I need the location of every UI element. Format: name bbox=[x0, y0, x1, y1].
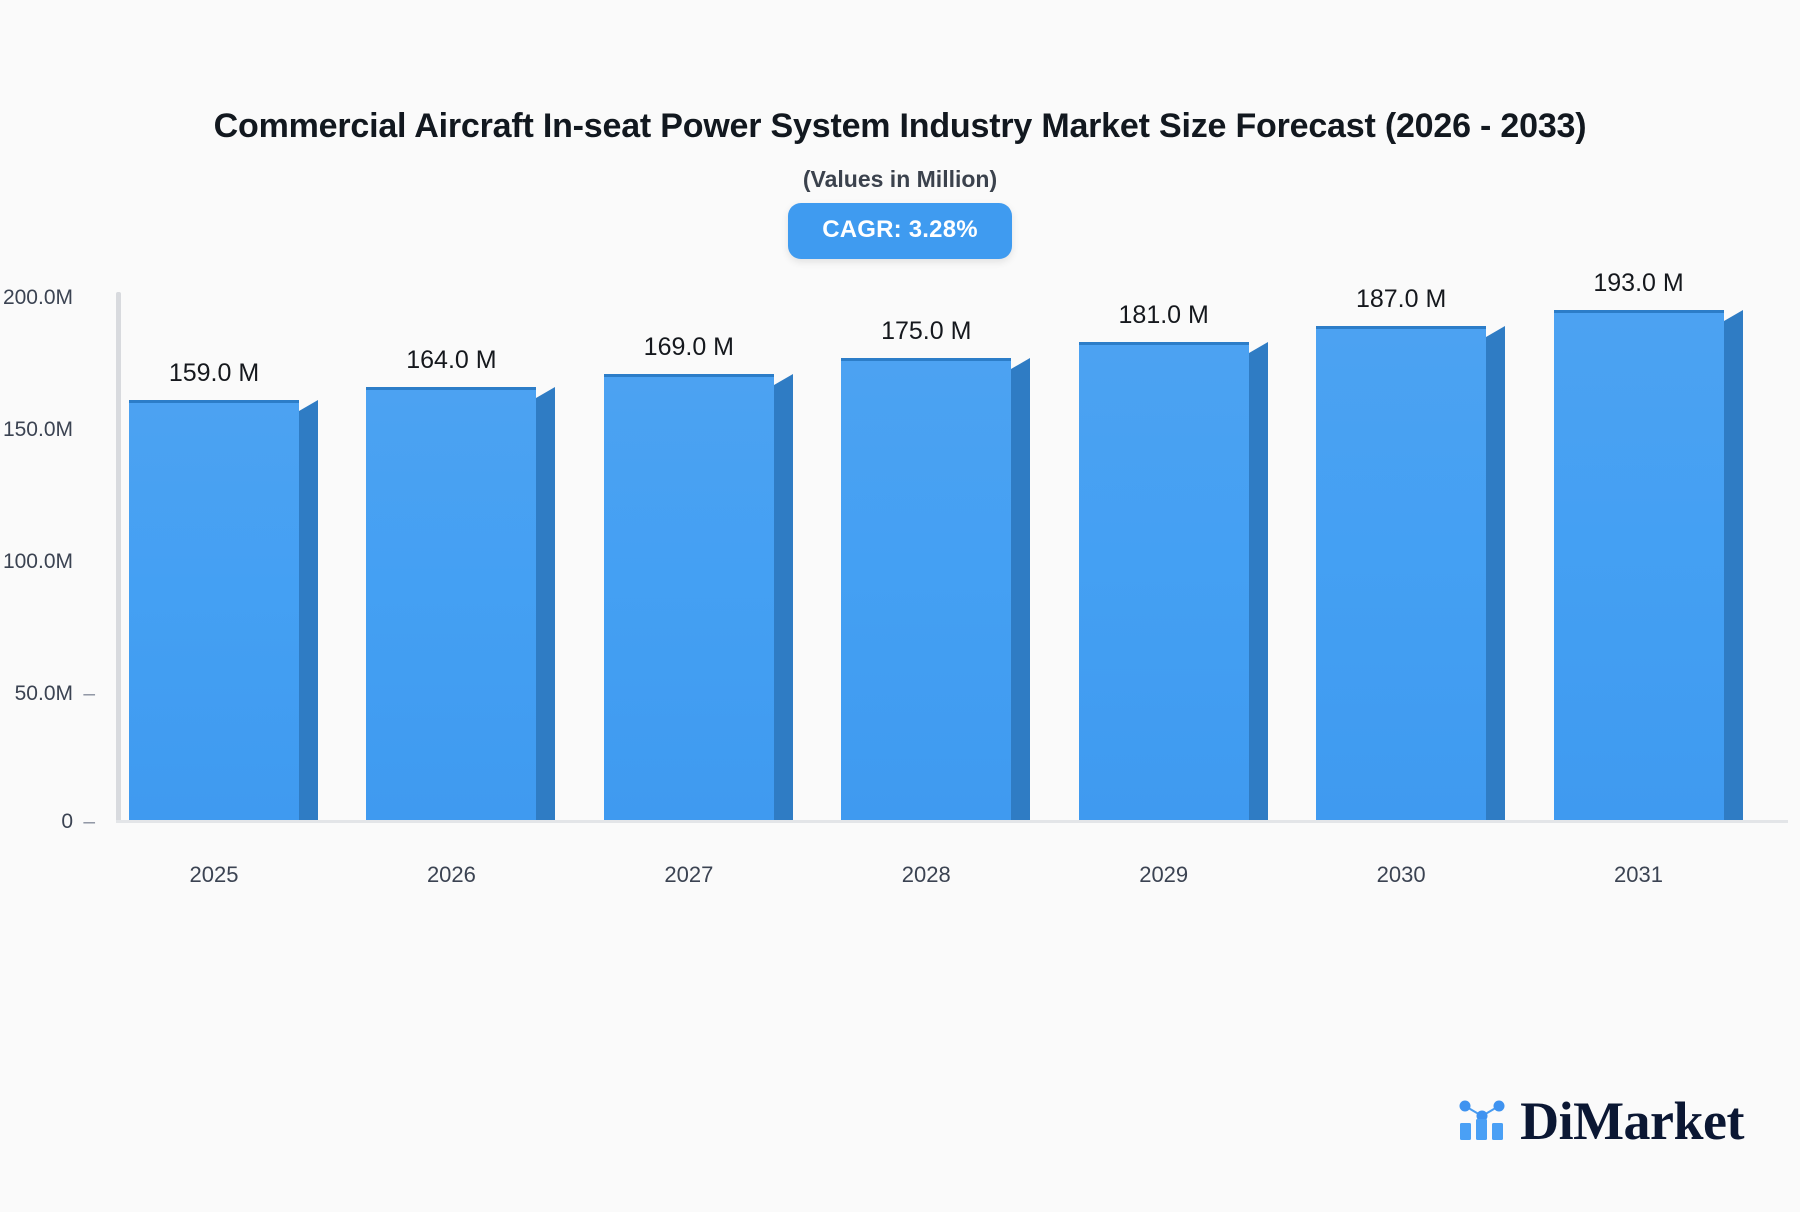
x-axis-line bbox=[116, 820, 1788, 823]
bar-side-3d bbox=[299, 400, 318, 820]
y-axis-tick-50: 50.0M – bbox=[14, 682, 95, 705]
bar-item[interactable]: 159.0 M bbox=[129, 359, 318, 820]
bar-value-label: 159.0 M bbox=[168, 359, 260, 387]
bar-value-label: 193.0 M bbox=[1593, 269, 1684, 297]
bar-series: 159.0 M 164.0 M 169.0 M 175.0 M 181.0 M 187.0… bbox=[121, 269, 1783, 820]
bar-value-label: 175.0 M bbox=[881, 317, 972, 345]
bar-value-label: 181.0 M bbox=[1118, 301, 1209, 329]
x-axis-label: 2031 bbox=[1614, 862, 1663, 887]
bar-chart-logo-icon bbox=[1457, 1096, 1507, 1147]
x-axis-label: 2029 bbox=[1139, 862, 1189, 887]
bar-item[interactable]: 193.0 M bbox=[1553, 269, 1743, 820]
bar-face[interactable]: 169.0 M bbox=[603, 333, 774, 820]
status-badge-cagr: CAGR: 3.28% bbox=[788, 203, 1012, 260]
y-axis-tick-200: 200.0M bbox=[2, 286, 73, 309]
bar-value-label: 187.0 M bbox=[1355, 285, 1447, 313]
x-axis-label: 2030 bbox=[1376, 862, 1426, 887]
bar-side-3d bbox=[1723, 310, 1743, 820]
y-axis-tick-100: 100.0M bbox=[2, 550, 73, 573]
brand-logo: DiMarket bbox=[1457, 1094, 1744, 1148]
bar-face[interactable]: 164.0 M bbox=[366, 346, 537, 820]
bar-value-label: 164.0 M bbox=[406, 346, 497, 374]
plot-area: 200.0M 150.0M 100.0M 50.0M – 0– 159.0 M 16… bbox=[0, 269, 1800, 852]
bar-item[interactable]: 169.0 M bbox=[603, 333, 793, 820]
bar-face[interactable]: 181.0 M bbox=[1078, 301, 1249, 820]
brand-logo-text: DiMarket bbox=[1520, 1091, 1744, 1151]
bar-slot: 193.0 M bbox=[1546, 269, 1783, 820]
cagr-badge-container: CAGR: 3.28% bbox=[0, 203, 1800, 260]
x-axis-label: 2026 bbox=[426, 862, 476, 887]
chart-subtitle: (Values in Million) bbox=[802, 165, 998, 192]
bar-side-3d bbox=[536, 387, 556, 820]
y-axis-line bbox=[116, 292, 121, 822]
bar-item[interactable]: 164.0 M bbox=[366, 346, 556, 820]
bar-value-label: 169.0 M bbox=[643, 333, 735, 361]
bar-face[interactable]: 159.0 M bbox=[129, 359, 299, 820]
bar-face[interactable]: 193.0 M bbox=[1553, 269, 1724, 820]
x-axis-label: 2025 bbox=[189, 862, 239, 887]
bar-slot: 181.0 M bbox=[1071, 292, 1308, 820]
bar-face[interactable]: 175.0 M bbox=[841, 317, 1012, 820]
bar-side-3d bbox=[1011, 358, 1031, 820]
bar-item[interactable]: 175.0 M bbox=[841, 317, 1031, 820]
page-title: Commercial Aircraft In-seat Power System… bbox=[213, 107, 1587, 145]
bar-side-3d bbox=[1248, 342, 1268, 820]
bar-side-3d bbox=[1486, 326, 1506, 820]
bar-face[interactable]: 187.0 M bbox=[1316, 285, 1487, 820]
x-axis-labels: 2025 2026 2027 2028 2029 2030 2031 bbox=[121, 862, 1783, 888]
y-axis-tick-0: 0– bbox=[61, 810, 95, 833]
y-axis-tick-150: 150.0M bbox=[2, 418, 73, 441]
bar-slot: 187.0 M bbox=[1308, 285, 1545, 820]
bar-slot: 175.0 M bbox=[833, 292, 1070, 820]
x-axis-label: 2027 bbox=[664, 862, 714, 887]
chart-header: Commercial Aircraft In-seat Power System… bbox=[0, 104, 1800, 260]
bar-side-3d bbox=[773, 374, 793, 820]
bar-slot: 169.0 M bbox=[596, 292, 833, 820]
bar-slot: 159.0 M bbox=[121, 292, 358, 820]
bar-item[interactable]: 181.0 M bbox=[1078, 301, 1268, 820]
x-axis-label: 2028 bbox=[901, 862, 951, 887]
bar-slot: 164.0 M bbox=[358, 292, 595, 820]
bar-item[interactable]: 187.0 M bbox=[1316, 285, 1506, 820]
